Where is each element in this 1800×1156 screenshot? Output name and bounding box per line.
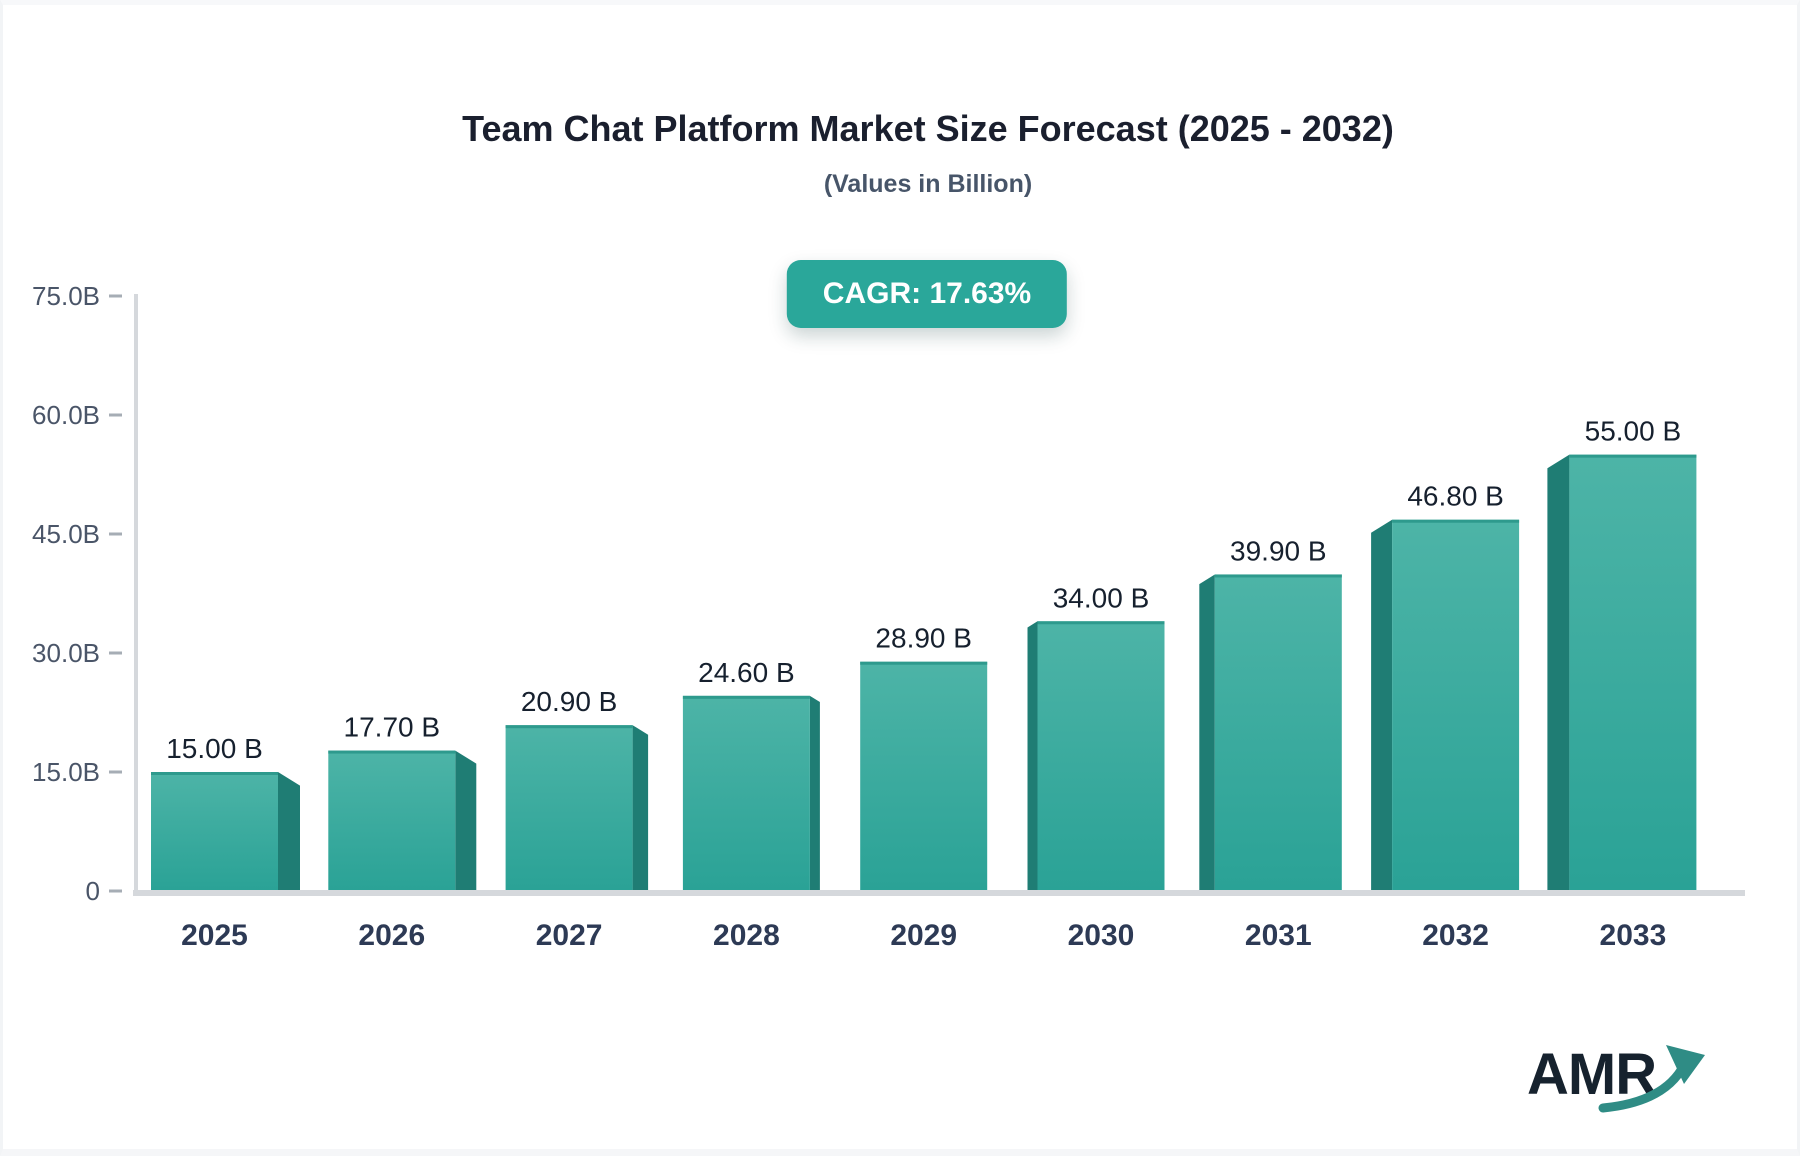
bar-2029: 28.90 B 2029 (860, 623, 988, 952)
bar-front-face (1569, 454, 1697, 891)
bar-side-face (278, 772, 300, 896)
bar-top-edge (1392, 519, 1520, 523)
bar-value-label: 46.80 B (1407, 481, 1504, 512)
bar-value-label: 17.70 B (344, 712, 441, 743)
x-tick-label: 2027 (536, 919, 603, 952)
bar-2031: 39.90 B 2031 (1199, 535, 1342, 952)
bar-top-edge (682, 695, 810, 699)
bar-top-edge (860, 661, 988, 665)
bar-side-face (1027, 621, 1038, 894)
bar-top-edge (1214, 574, 1342, 578)
y-tick-mark (109, 770, 122, 774)
x-tick-label: 2025 (181, 919, 248, 952)
y-tick-label: 30.0B (32, 638, 100, 668)
bar-top-edge (1037, 621, 1165, 625)
bar-front-face (151, 772, 278, 891)
bar-value-label: 55.00 B (1585, 416, 1682, 447)
bar-front-face (505, 725, 633, 891)
bar-value-label: 39.90 B (1230, 535, 1327, 566)
bar-top-edge (505, 725, 633, 729)
bar-side-face (1199, 574, 1215, 895)
bar-front-face (1037, 621, 1165, 891)
y-tick-mark (109, 651, 122, 655)
bar-top-edge (151, 772, 278, 775)
y-tick-mark (109, 532, 122, 536)
bar-2028: 24.60 B 2028 (682, 657, 820, 952)
y-tick-label: 60.0B (32, 400, 100, 430)
bar-value-label: 20.90 B (521, 686, 618, 717)
bar-front-face (682, 695, 810, 891)
bar-front-face (1214, 574, 1342, 891)
amr-logo-text: AMR (1527, 1042, 1657, 1107)
bar-side-face (632, 725, 649, 895)
bar-front-face (860, 661, 988, 891)
x-tick-label: 2033 (1600, 919, 1667, 952)
x-tick-label: 2028 (713, 919, 780, 952)
y-tick-label: 45.0B (32, 519, 100, 549)
bar-value-label: 34.00 B (1053, 582, 1150, 613)
bar-front-face (1392, 519, 1520, 891)
bar-top-edge (1569, 454, 1697, 458)
bar-side-face (455, 750, 477, 896)
bar-2030: 34.00 B 2030 (1027, 582, 1165, 952)
y-tick-mark (109, 889, 122, 893)
x-tick-label: 2031 (1245, 919, 1312, 952)
x-tick-label: 2032 (1422, 919, 1489, 952)
bar-top-edge (328, 750, 456, 754)
x-tick-label: 2030 (1068, 919, 1135, 952)
bar-front-face (328, 750, 456, 891)
bar-2032: 46.80 B 2032 (1371, 481, 1520, 952)
y-tick-label: 15.0B (32, 757, 100, 787)
x-tick-label: 2029 (890, 919, 957, 952)
cagr-badge-label: CAGR: 17.63% (822, 277, 1032, 310)
growth-arrow-icon (1598, 1045, 1705, 1113)
x-tick-label: 2026 (358, 919, 425, 952)
x-axis-line (133, 890, 1745, 896)
bar-2026: 17.70 B 2026 (328, 712, 477, 952)
bar-2025: 15.00 B 2025 (151, 733, 300, 952)
page-title: Team Chat Platform Market Size Forecast … (462, 108, 1394, 149)
cagr-badge: CAGR: 17.63% (786, 260, 1068, 328)
bar-2033: 55.00 B 2033 (1547, 416, 1697, 952)
y-tick-mark (109, 413, 122, 417)
bar-side-face (809, 695, 820, 894)
bar-value-label: 24.60 B (698, 657, 795, 688)
bar-side-face (1371, 519, 1393, 896)
bar-2027: 20.90 B 2027 (505, 686, 649, 952)
bar-side-face (1547, 454, 1570, 896)
amr-logo: AMR (1527, 1041, 1727, 1131)
bar-value-label: 15.00 B (166, 733, 263, 764)
y-tick-label: 0 (86, 876, 100, 906)
bar-value-label: 28.90 B (875, 623, 972, 654)
y-tick-label: 75.0B (32, 281, 100, 311)
y-axis-line (134, 294, 138, 893)
page-subtitle: (Values in Billion) (823, 170, 1033, 198)
y-tick-mark (109, 294, 122, 298)
